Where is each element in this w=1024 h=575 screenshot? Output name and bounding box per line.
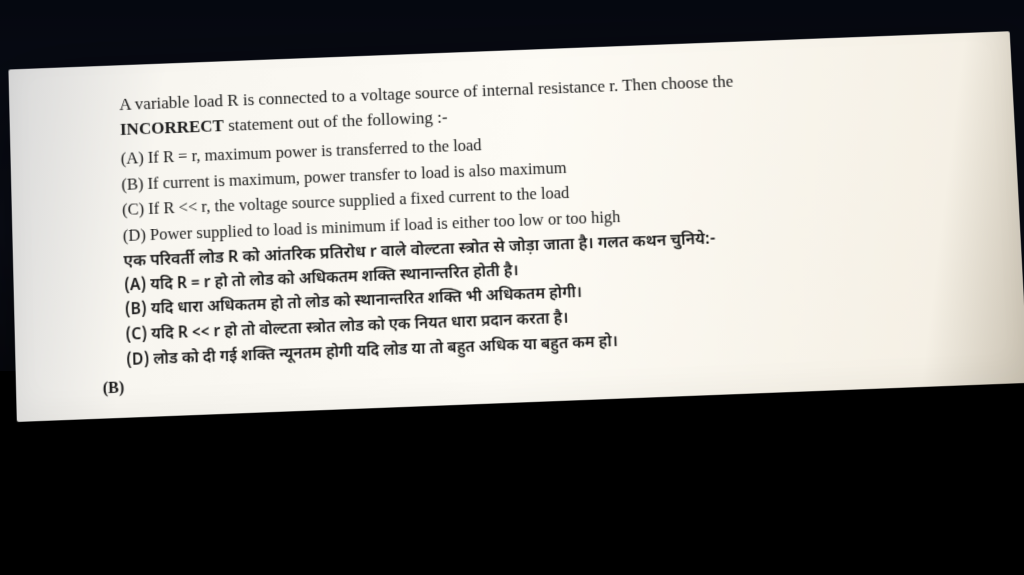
intro-rest: statement out of the following :- bbox=[224, 107, 448, 135]
physics-question-page: A variable load R is connected to a volt… bbox=[8, 31, 1024, 421]
intro-incorrect-word: INCORRECT bbox=[120, 116, 224, 139]
